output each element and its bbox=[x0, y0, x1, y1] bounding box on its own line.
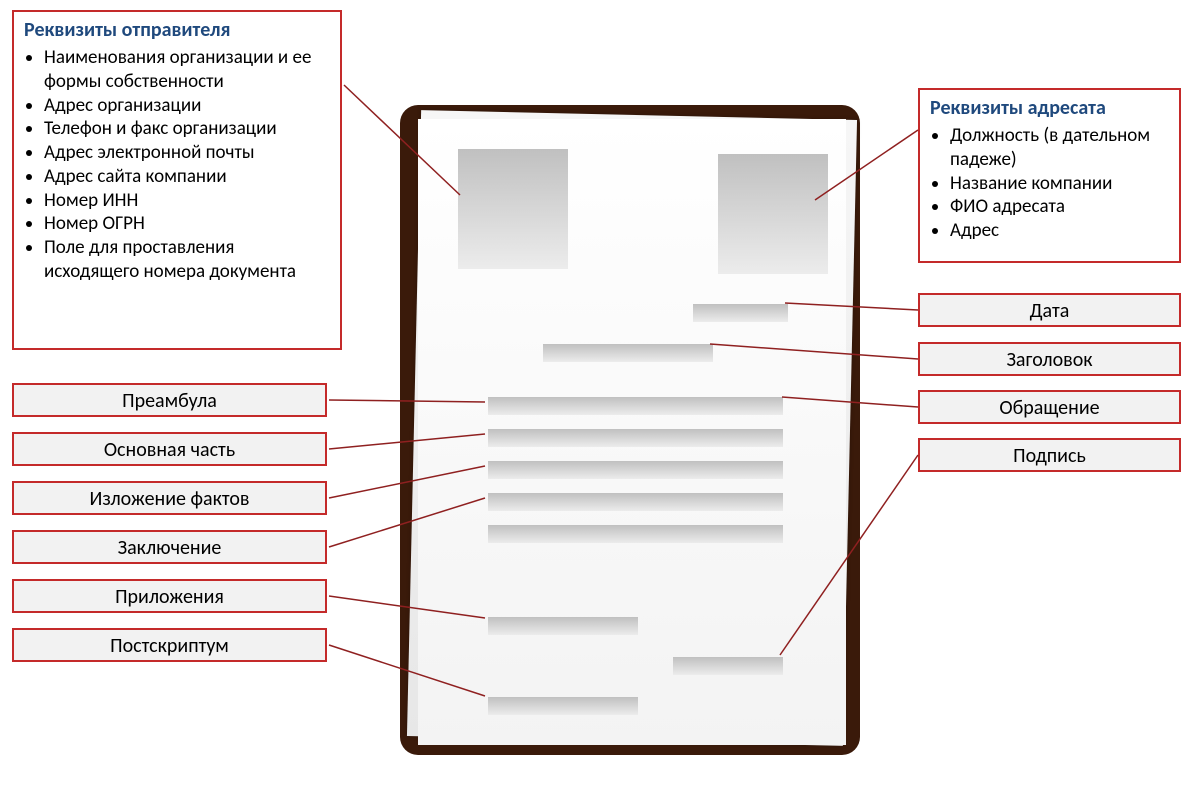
placeholder-body-3 bbox=[488, 493, 783, 511]
sender-item: Поле для проставления исходящего номера … bbox=[44, 236, 330, 284]
left-label-box: Заключение bbox=[12, 530, 327, 564]
left-label-box: Приложения bbox=[12, 579, 327, 613]
placeholder-body-4 bbox=[488, 525, 783, 543]
left-label-box: Преамбула bbox=[12, 383, 327, 417]
placeholder-recipient-block bbox=[718, 154, 828, 274]
placeholder-ps-line bbox=[488, 697, 638, 715]
placeholder-sign-line bbox=[673, 657, 783, 675]
right-label-box: Дата bbox=[918, 293, 1181, 327]
left-label-box: Изложение фактов bbox=[12, 481, 327, 515]
recipient-item: Адрес bbox=[950, 219, 1169, 243]
placeholder-date-line bbox=[693, 304, 788, 322]
right-label-box: Подпись bbox=[918, 438, 1181, 472]
left-label-box: Основная часть bbox=[12, 432, 327, 466]
sender-item: Наименования организации и ее формы собс… bbox=[44, 46, 330, 94]
sender-item: Адрес сайта компании bbox=[44, 165, 330, 189]
sender-panel-heading: Реквизиты отправителя bbox=[24, 18, 330, 42]
sender-item: Телефон и факс организации bbox=[44, 117, 330, 141]
recipient-item: Название компании bbox=[950, 172, 1169, 196]
placeholder-body-2 bbox=[488, 461, 783, 479]
document-front-page bbox=[418, 119, 846, 745]
placeholder-sender-block bbox=[458, 149, 568, 269]
placeholder-greet-line bbox=[488, 397, 783, 415]
placeholder-title-line bbox=[543, 344, 713, 362]
recipient-item: Должность (в дательном падеже) bbox=[950, 124, 1169, 172]
right-label-box: Обращение bbox=[918, 390, 1181, 424]
sender-item: Адрес организации bbox=[44, 94, 330, 118]
sender-item: Номер ОГРН bbox=[44, 212, 330, 236]
left-label-box: Постскриптум bbox=[12, 628, 327, 662]
sender-panel-list: Наименования организации и ее формы собс… bbox=[24, 46, 330, 284]
placeholder-body-1 bbox=[488, 429, 783, 447]
sender-item: Адрес электронной почты bbox=[44, 141, 330, 165]
document-mockup bbox=[400, 105, 860, 755]
recipient-item: ФИО адресата bbox=[950, 195, 1169, 219]
placeholder-attach-line bbox=[488, 617, 638, 635]
right-label-box: Заголовок bbox=[918, 342, 1181, 376]
recipient-panel: Реквизиты адресата Должность (в дательно… bbox=[918, 88, 1181, 263]
sender-panel: Реквизиты отправителя Наименования орган… bbox=[12, 10, 342, 350]
recipient-panel-heading: Реквизиты адресата bbox=[930, 96, 1169, 120]
recipient-panel-list: Должность (в дательном падеже)Название к… bbox=[930, 124, 1169, 243]
sender-item: Номер ИНН bbox=[44, 189, 330, 213]
